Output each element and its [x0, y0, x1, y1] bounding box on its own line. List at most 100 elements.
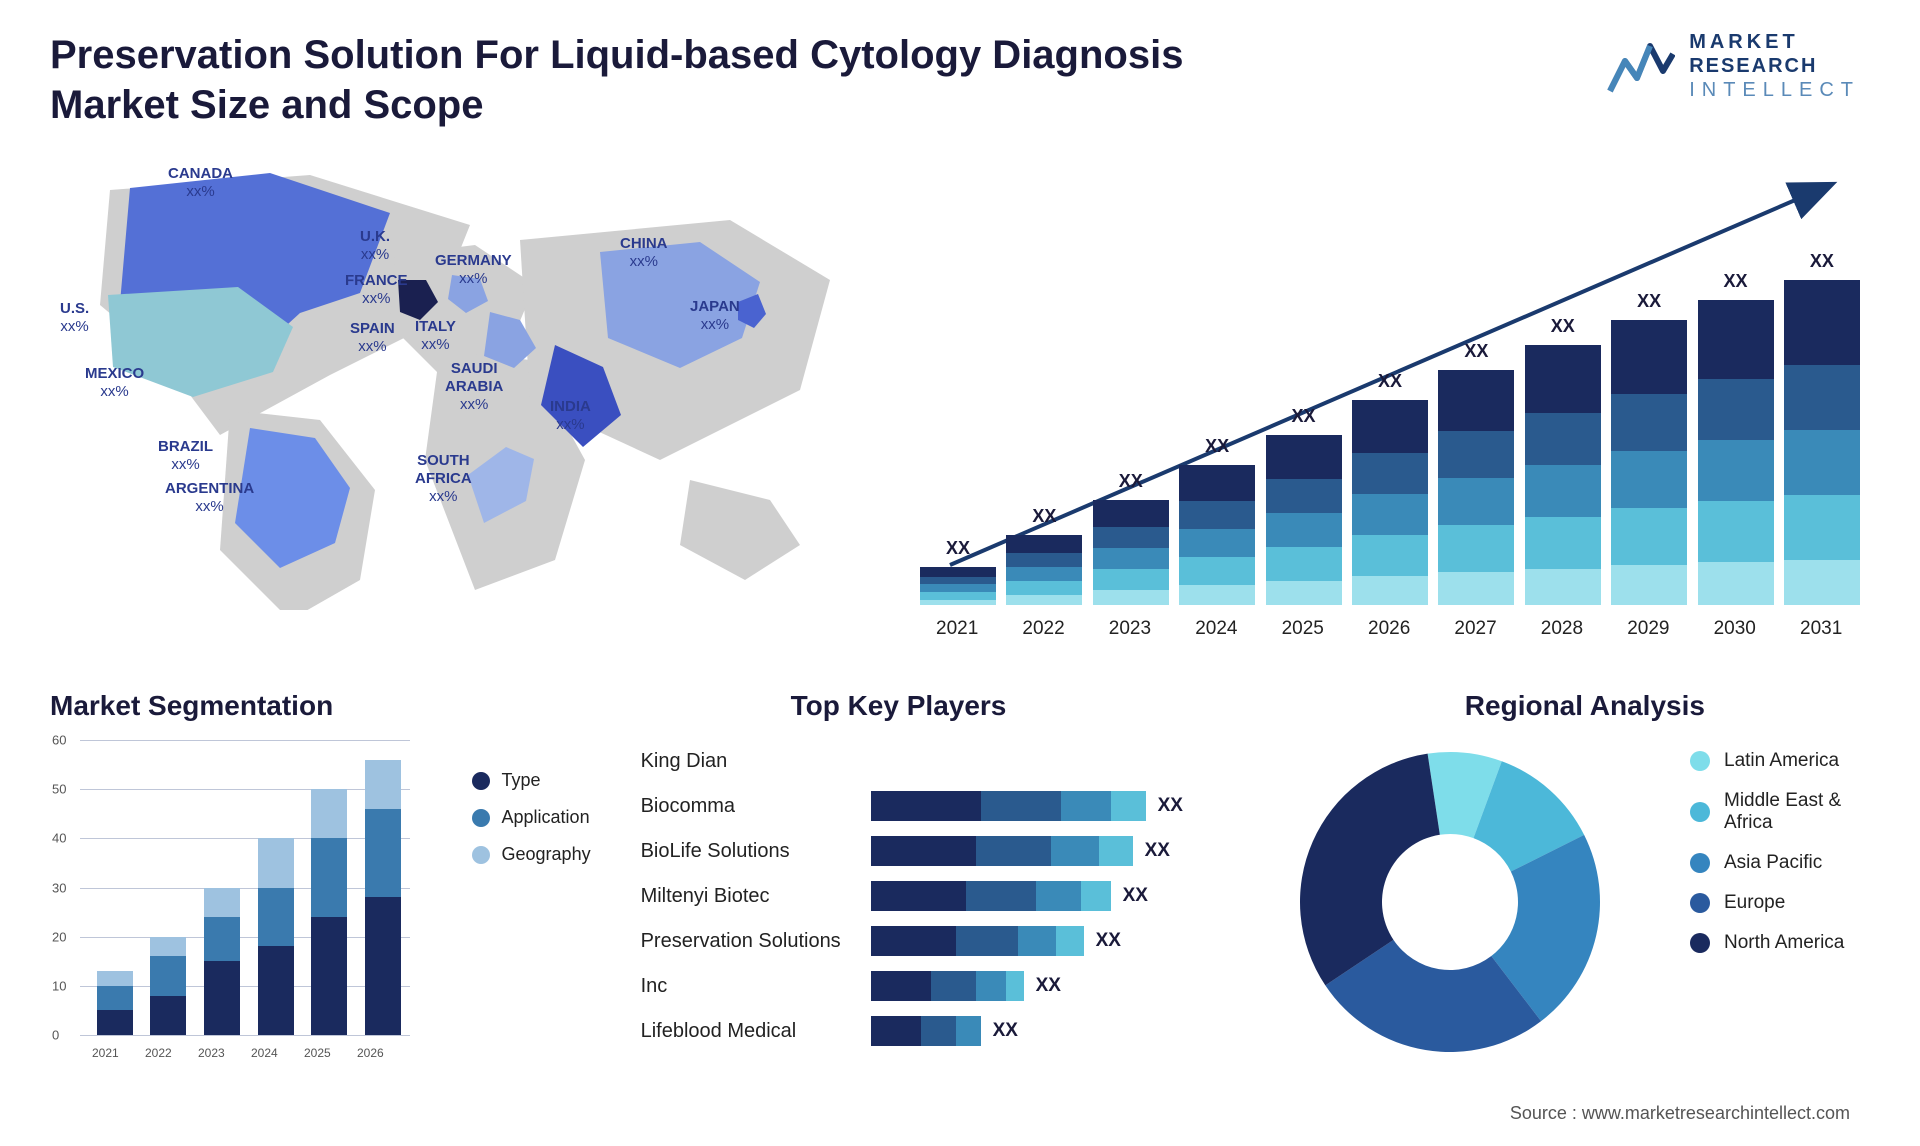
player-value: XX — [1036, 975, 1061, 997]
growth-bar: XX — [1698, 271, 1774, 605]
player-bar — [871, 1016, 981, 1046]
growth-year-label: 2030 — [1714, 618, 1756, 640]
seg-ytick: 50 — [52, 782, 66, 797]
growth-bar: XX — [1266, 406, 1342, 605]
player-name: Inc — [641, 975, 861, 998]
seg-xlabel: 2024 — [251, 1046, 278, 1060]
growth-bar-value: XX — [1637, 291, 1661, 312]
seg-xlabel: 2021 — [92, 1046, 119, 1060]
market-segmentation-panel: Market Segmentation 0102030405060 202120… — [50, 690, 581, 1080]
map-label: ITALYxx% — [415, 318, 456, 354]
seg-xlabel: 2026 — [357, 1046, 384, 1060]
region-legend-item: Europe — [1690, 892, 1870, 914]
legend-dot-icon — [1690, 933, 1710, 953]
player-value: XX — [1158, 795, 1183, 817]
map-label: SAUDIARABIAxx% — [445, 360, 503, 414]
map-label: SOUTHAFRICAxx% — [415, 452, 472, 506]
region-legend-label: Latin America — [1724, 750, 1839, 772]
growth-bar: XX — [1093, 471, 1169, 605]
player-bar — [871, 926, 1084, 956]
map-label: SPAINxx% — [350, 320, 395, 356]
player-value: XX — [1123, 885, 1148, 907]
player-row: Preservation Solutions XX — [641, 920, 1250, 962]
segmentation-bar — [204, 888, 240, 1036]
legend-dot-icon — [472, 772, 490, 790]
player-bar — [871, 836, 1133, 866]
key-players-panel: Top Key Players King DianBiocommaXXBioLi… — [641, 690, 1250, 1080]
donut-segment — [1300, 754, 1440, 986]
map-label: MEXICOxx% — [85, 365, 144, 401]
map-label: CHINAxx% — [620, 235, 668, 271]
region-legend-label: Europe — [1724, 892, 1785, 914]
logo-text-3: INTELLECT — [1689, 78, 1860, 102]
seg-ytick: 60 — [52, 733, 66, 748]
legend-dot-icon — [1690, 893, 1710, 913]
growth-bar-value: XX — [946, 538, 970, 559]
map-label: GERMANYxx% — [435, 252, 512, 288]
regional-donut — [1290, 742, 1610, 1067]
map-label: CANADAxx% — [168, 165, 233, 201]
seg-ytick: 20 — [52, 929, 66, 944]
segmentation-title: Market Segmentation — [50, 690, 581, 722]
growth-bar-value: XX — [1464, 341, 1488, 362]
growth-bar-value: XX — [1292, 406, 1316, 427]
player-value: XX — [1145, 840, 1170, 862]
growth-year-label: 2029 — [1627, 618, 1669, 640]
region-legend-item: Middle East & Africa — [1690, 790, 1870, 834]
player-name: Lifeblood Medical — [641, 1020, 861, 1043]
player-row: Miltenyi Biotec XX — [641, 875, 1250, 917]
growth-bar-value: XX — [1205, 436, 1229, 457]
seg-legend-label: Type — [502, 770, 541, 791]
player-name: King Dian — [641, 750, 861, 773]
player-row: Lifeblood Medical XX — [641, 1010, 1250, 1052]
growth-bar-value: XX — [1551, 316, 1575, 337]
regional-title: Regional Analysis — [1310, 690, 1860, 722]
growth-year-label: 2021 — [936, 618, 978, 640]
growth-bar-value: XX — [1724, 271, 1748, 292]
map-label: JAPANxx% — [690, 298, 740, 334]
seg-legend-label: Application — [502, 807, 590, 828]
growth-bar: XX — [1784, 251, 1860, 605]
growth-bar-value: XX — [1119, 471, 1143, 492]
player-value: XX — [1096, 930, 1121, 952]
legend-dot-icon — [1690, 802, 1710, 822]
map-label: U.S.xx% — [60, 300, 89, 336]
growth-year-label: 2024 — [1195, 618, 1237, 640]
segmentation-bar — [365, 760, 401, 1035]
region-legend-item: Asia Pacific — [1690, 852, 1870, 874]
growth-bar: XX — [1525, 316, 1601, 605]
player-name: BioLife Solutions — [641, 840, 861, 863]
player-bar — [871, 971, 1024, 1001]
brand-logo: MARKET RESEARCH INTELLECT — [1605, 30, 1860, 102]
seg-xlabel: 2025 — [304, 1046, 331, 1060]
seg-ytick: 30 — [52, 880, 66, 895]
regional-analysis-panel: Regional Analysis Latin AmericaMiddle Ea… — [1310, 690, 1860, 1080]
region-legend-item: Latin America — [1690, 750, 1870, 772]
player-name: Miltenyi Biotec — [641, 885, 861, 908]
seg-legend-item: Geography — [472, 844, 591, 865]
player-name: Preservation Solutions — [641, 930, 861, 953]
segmentation-bar — [97, 971, 133, 1035]
map-label: INDIAxx% — [550, 398, 591, 434]
player-value: XX — [993, 1020, 1018, 1042]
growth-bar: XX — [920, 538, 996, 605]
growth-bar: XX — [1179, 436, 1255, 605]
seg-xlabel: 2023 — [198, 1046, 225, 1060]
seg-xlabel: 2022 — [145, 1046, 172, 1060]
growth-bar-value: XX — [1032, 506, 1056, 527]
seg-legend-item: Type — [472, 770, 591, 791]
growth-year-label: 2028 — [1541, 618, 1583, 640]
seg-legend-label: Geography — [502, 844, 591, 865]
growth-bar-value: XX — [1378, 371, 1402, 392]
player-bar — [871, 881, 1111, 911]
logo-text-1: MARKET — [1689, 30, 1860, 54]
growth-chart: XXXXXXXXXXXXXXXXXXXXXX 20212022202320242… — [920, 170, 1860, 640]
map-label: FRANCExx% — [345, 272, 408, 308]
segmentation-legend: Type Application Geography — [472, 770, 591, 865]
player-row: BioLife Solutions XX — [641, 830, 1250, 872]
page-title: Preservation Solution For Liquid-based C… — [50, 30, 1183, 130]
growth-bar: XX — [1006, 506, 1082, 605]
segmentation-bar — [150, 937, 186, 1035]
player-name: Biocomma — [641, 795, 861, 818]
seg-ytick: 10 — [52, 978, 66, 993]
